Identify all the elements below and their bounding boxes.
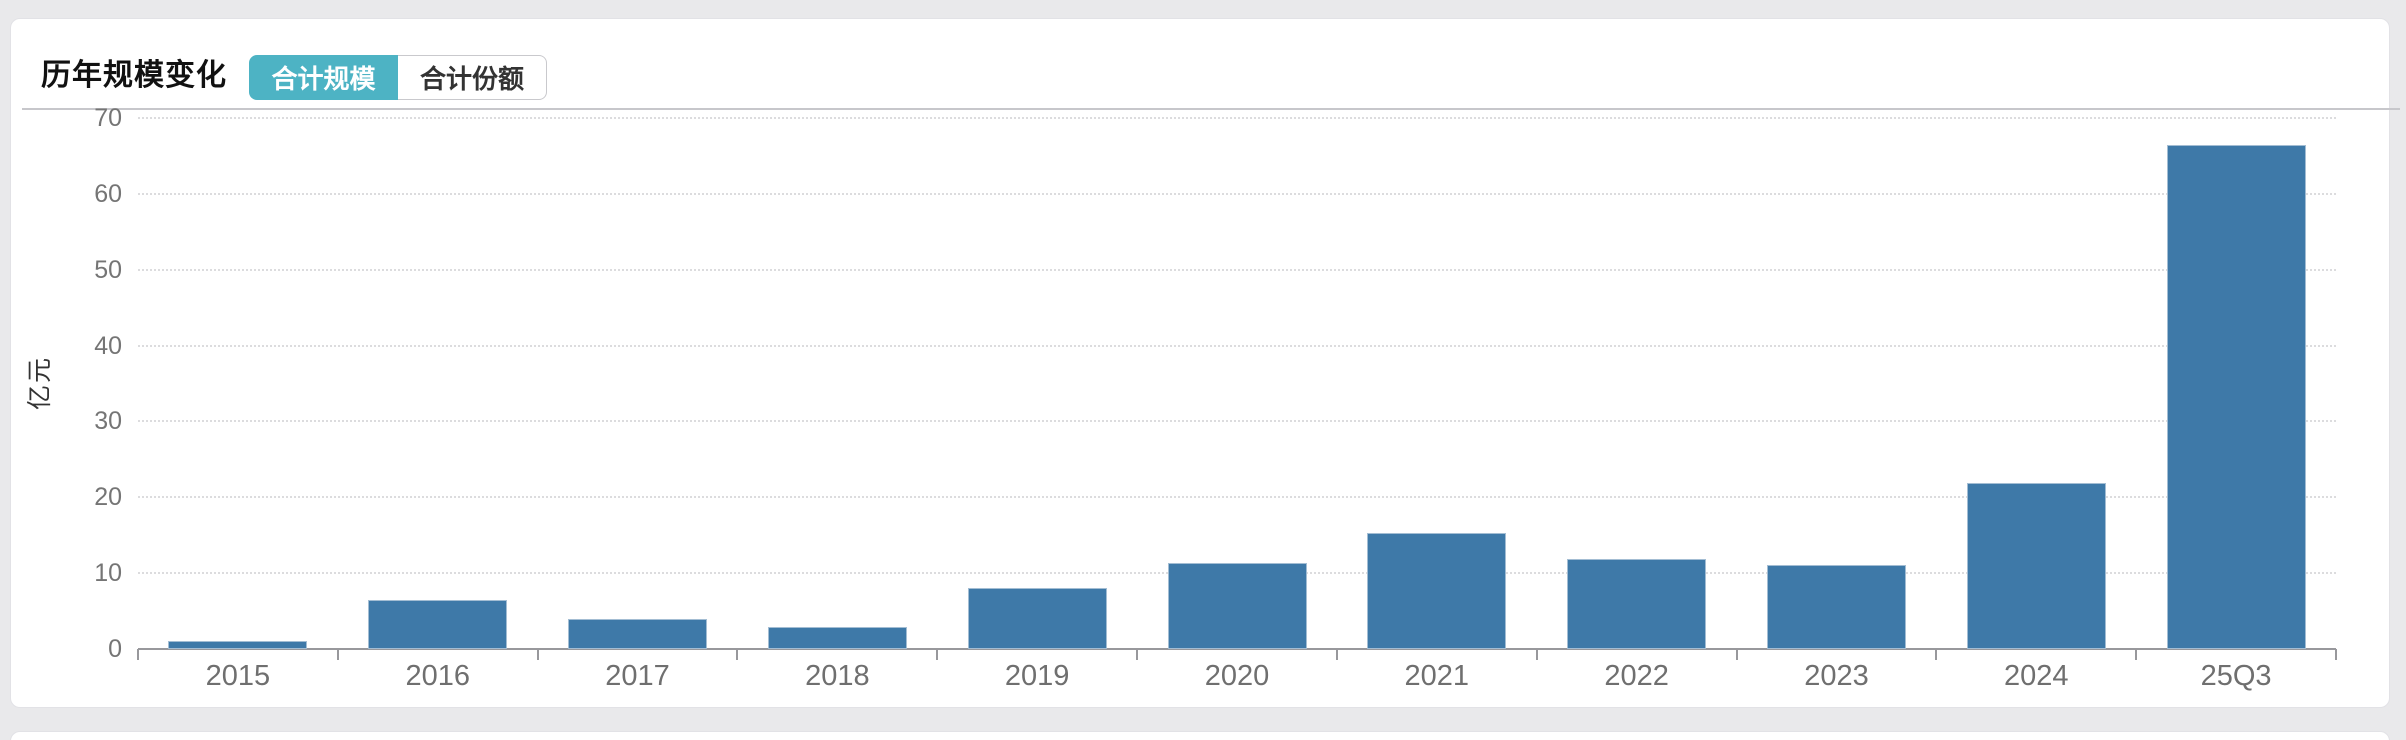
x-axis-label: 2018 <box>805 660 870 692</box>
bar-2017[interactable] <box>568 618 708 649</box>
bar-2024[interactable] <box>1966 482 2106 649</box>
x-axis-tick <box>1335 649 1338 660</box>
x-axis-tick <box>736 649 739 660</box>
x-axis-tick <box>1935 649 1938 660</box>
y-axis-tick-label: 40 <box>94 331 122 360</box>
bar-2020[interactable] <box>1167 562 1307 649</box>
bar-25q3[interactable] <box>2166 145 2306 649</box>
bar-2021[interactable] <box>1367 532 1507 649</box>
x-axis-tick <box>2135 649 2138 660</box>
y-axis-tick-label: 60 <box>94 179 122 208</box>
x-axis-tick <box>1136 649 1139 660</box>
y-axis-tick-label: 50 <box>94 255 122 284</box>
x-axis-tick <box>1735 649 1738 660</box>
x-axis-label: 2021 <box>1404 660 1470 692</box>
bar-2022[interactable] <box>1567 558 1707 649</box>
y-axis-tick-label: 20 <box>94 483 122 512</box>
y-axis-tick-label: 10 <box>94 559 122 588</box>
gridline <box>138 192 2336 195</box>
header-divider <box>22 108 2400 110</box>
bar-2016[interactable] <box>368 599 508 649</box>
gridline <box>138 496 2336 499</box>
tab-total-scale[interactable]: 合计规模 <box>249 55 398 100</box>
x-axis-tick <box>336 649 339 660</box>
bar-2015[interactable] <box>168 641 308 649</box>
x-axis-tick <box>936 649 939 660</box>
x-axis-line <box>138 648 2336 650</box>
x-axis-label: 2020 <box>1204 660 1270 692</box>
gridline <box>138 117 2336 119</box>
chart-title: 历年规模变化 <box>41 59 227 92</box>
bar-2023[interactable] <box>1766 564 1906 649</box>
x-axis-label: 25Q3 <box>2200 660 2272 692</box>
x-axis-label: 2019 <box>1004 660 1070 692</box>
y-axis-title-text: 亿元 <box>26 355 55 411</box>
y-axis-tick-label: 0 <box>108 635 122 663</box>
x-axis-tick <box>137 649 139 660</box>
bar-2018[interactable] <box>767 627 907 649</box>
x-axis-label: 2015 <box>205 660 271 692</box>
gridline <box>138 420 2336 423</box>
tab-group: 合计规模 合计份额 <box>249 55 547 100</box>
gridline <box>138 268 2336 271</box>
y-axis-tick-label: 70 <box>94 104 122 132</box>
x-axis-tick <box>536 649 539 660</box>
next-card-edge <box>10 731 2390 740</box>
x-axis-label: 2016 <box>405 660 470 692</box>
bar-2019[interactable] <box>967 587 1107 649</box>
x-axis-tick <box>2335 649 2337 660</box>
x-axis-label: 2022 <box>1604 660 1669 692</box>
y-axis-tick-label: 30 <box>94 407 122 436</box>
x-axis-tick <box>1535 649 1538 660</box>
x-axis-label: 2017 <box>605 660 670 692</box>
x-axis-label: 2023 <box>1804 660 1869 692</box>
gridline <box>138 344 2336 347</box>
x-axis-label: 2024 <box>2004 660 2069 692</box>
tab-total-share[interactable]: 合计份额 <box>398 55 547 100</box>
